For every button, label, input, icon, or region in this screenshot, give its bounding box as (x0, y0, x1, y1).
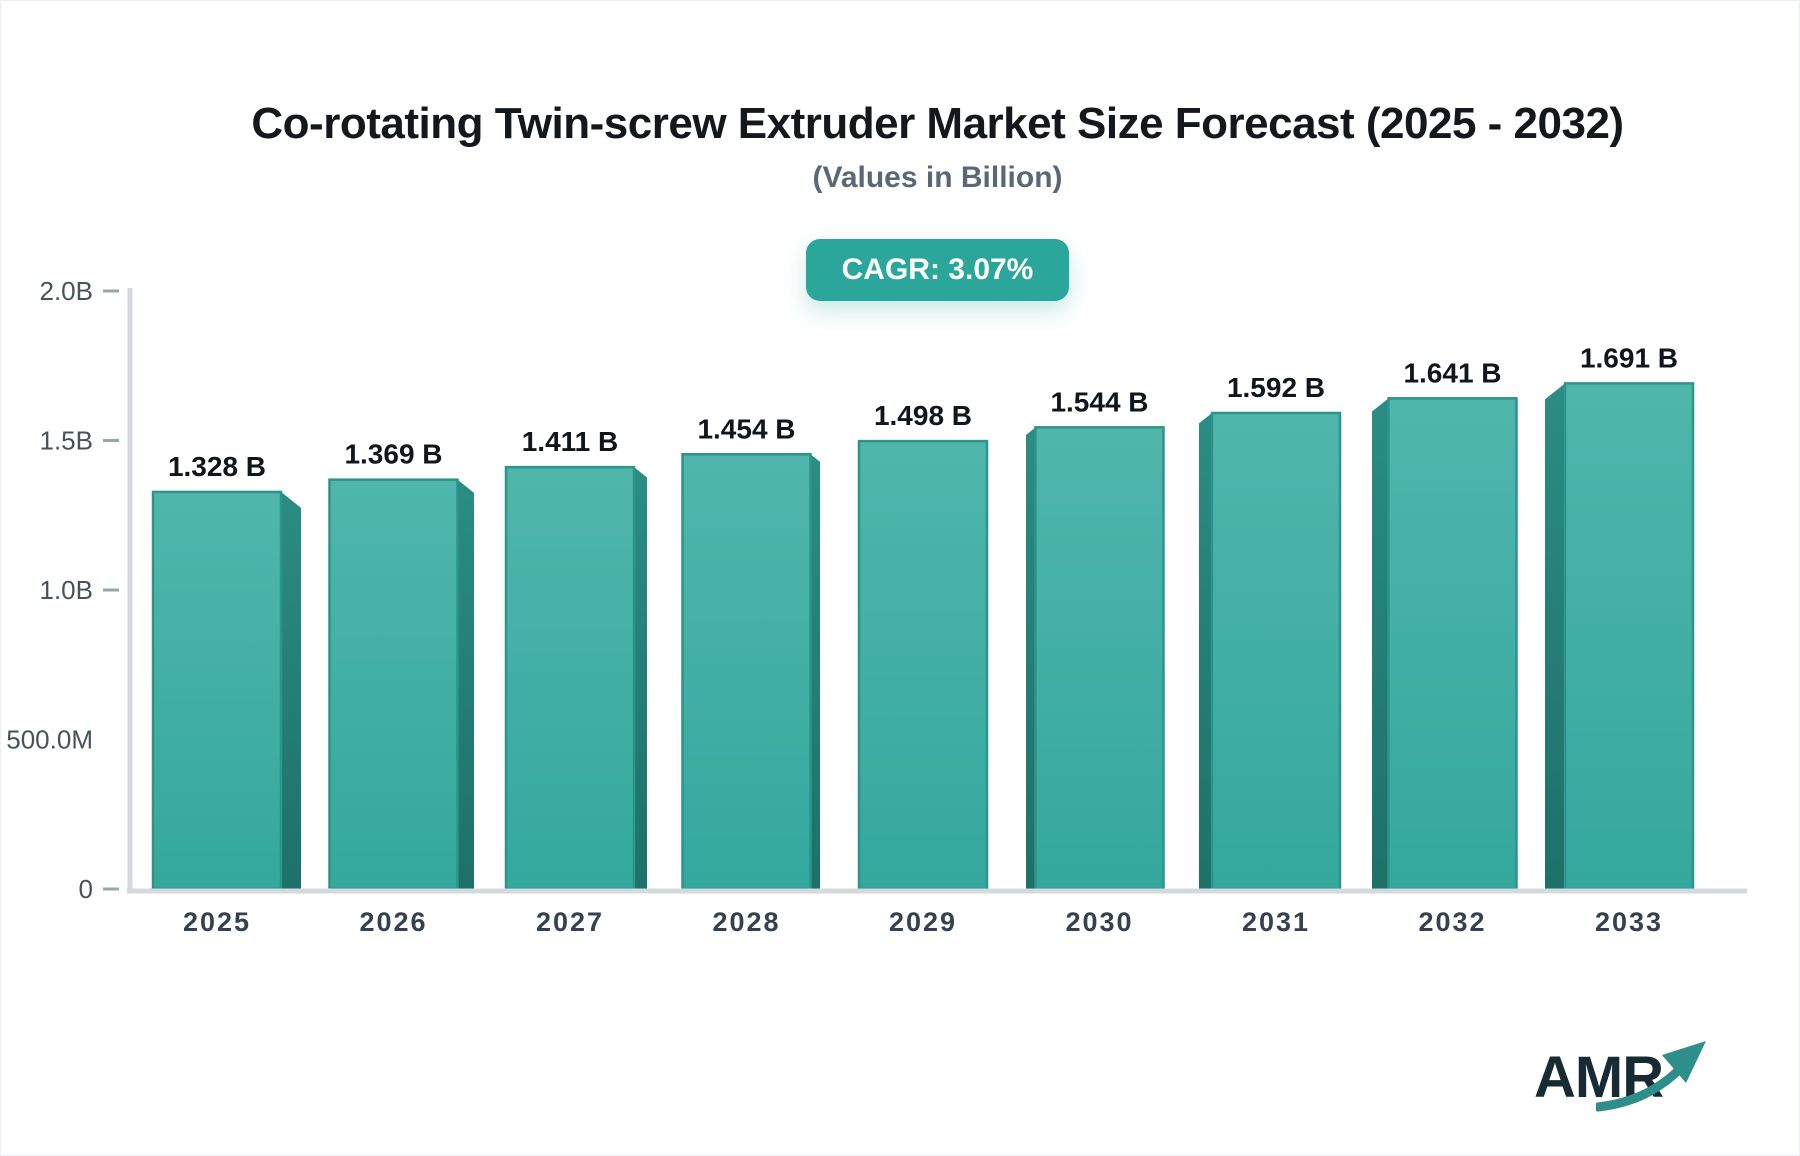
x-tick-label: 2030 (1065, 907, 1133, 937)
bar-value-label: 1.454 B (697, 413, 795, 444)
chart-title: Co-rotating Twin-screw Extruder Market S… (251, 99, 1624, 148)
x-tick-label: 2031 (1242, 907, 1310, 937)
cagr-badge: CAGR: 3.07% (805, 239, 1070, 301)
bar-value-label: 1.641 B (1403, 357, 1501, 388)
y-tick-label: 0 (79, 874, 93, 904)
x-tick-label: 2028 (712, 907, 780, 937)
bar (1034, 426, 1165, 891)
bar-group: 1.369 B 2026 (328, 439, 474, 937)
bar-group: 1.544 B 2030 (1026, 386, 1165, 937)
bar (1563, 382, 1695, 891)
bar-value-label: 1.411 B (522, 426, 619, 457)
y-tick-label: 500.0M (6, 725, 93, 755)
x-tick-label: 2029 (889, 907, 957, 937)
bar (151, 490, 283, 891)
bar-side-face (1199, 412, 1212, 889)
x-tick-label: 2026 (359, 907, 427, 937)
x-tick-label: 2025 (183, 907, 251, 937)
x-tick-label: 2033 (1595, 907, 1663, 937)
chart-header: Co-rotating Twin-screw Extruder Market S… (76, 1, 1799, 301)
chart-subtitle: (Values in Billion) (812, 161, 1063, 194)
bar-value-label: 1.592 B (1227, 372, 1325, 403)
bar-group: 1.328 B 2025 (151, 451, 301, 937)
bar-group: 1.498 B 2029 (857, 400, 989, 937)
bar-side-face (281, 491, 301, 889)
bar (857, 439, 989, 891)
amr-logo: AMR (1534, 1039, 1714, 1117)
growth-arrow-icon (1596, 1041, 1706, 1112)
bar-side-face (1026, 427, 1036, 889)
bar (328, 478, 459, 891)
y-tick-label: 2.0B (40, 276, 94, 306)
bar-value-label: 1.691 B (1580, 342, 1678, 373)
bar-side-face (1372, 398, 1389, 889)
bar-group: 1.641 B 2032 (1372, 357, 1518, 937)
bar-side-face (810, 454, 820, 889)
bar-side-face (1545, 383, 1565, 889)
x-tick-label: 2032 (1418, 907, 1486, 937)
bar-value-label: 1.328 B (168, 451, 266, 482)
bar-group: 1.691 B 2033 (1545, 342, 1695, 937)
y-tick-label: 1.0B (40, 575, 94, 605)
bar (681, 453, 812, 891)
bar-group: 1.592 B 2031 (1199, 372, 1342, 937)
bar-group: 1.411 B 2027 (504, 426, 647, 937)
bar-side-face (634, 467, 647, 889)
x-tick-label: 2027 (536, 907, 604, 937)
bar-side-face (457, 479, 474, 889)
bar (1387, 397, 1518, 891)
bar (504, 465, 636, 891)
y-tick-label: 1.5B (40, 426, 94, 456)
bar (1210, 411, 1342, 891)
bar-value-label: 1.544 B (1050, 386, 1148, 417)
bar-value-label: 1.369 B (344, 439, 442, 470)
bar-value-label: 1.498 B (874, 400, 972, 431)
bar-group: 1.454 B 2028 (681, 413, 820, 937)
